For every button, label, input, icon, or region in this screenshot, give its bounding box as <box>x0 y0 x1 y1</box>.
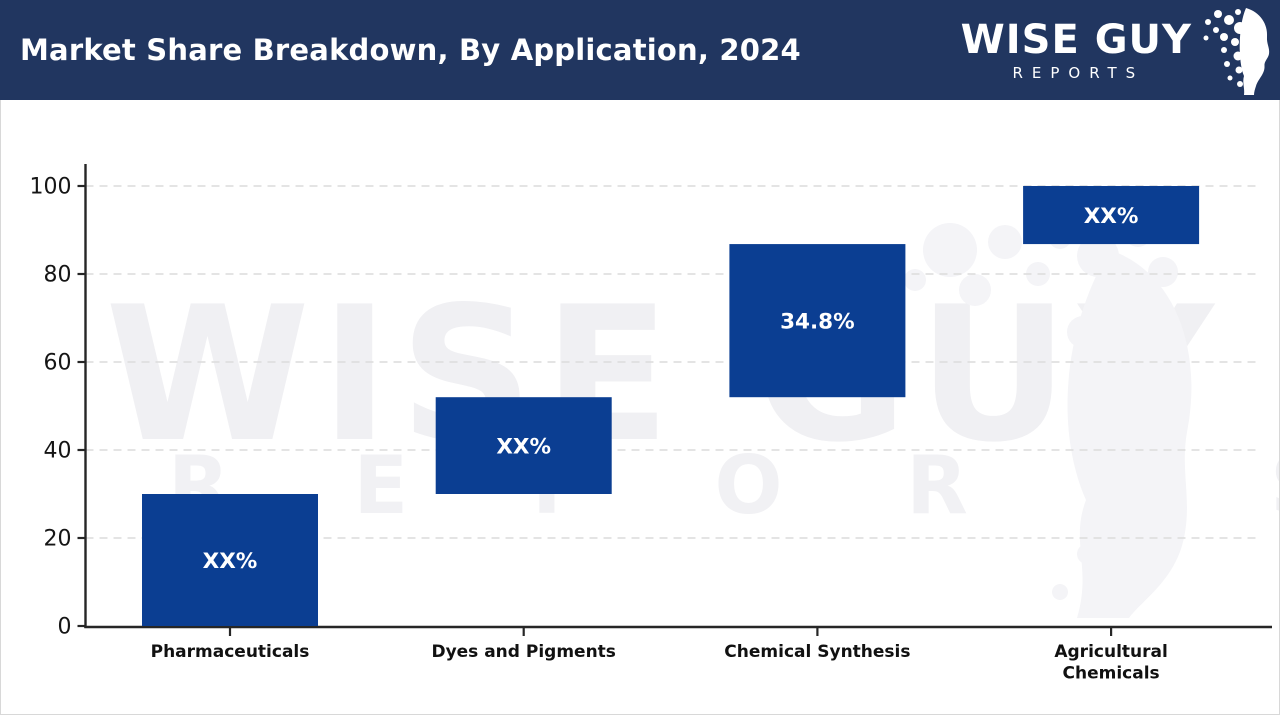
x-category-label-line: Chemical Synthesis <box>724 642 910 662</box>
bar-dyes-and-pigments <box>435 397 612 494</box>
x-category-label: Pharmaceuticals <box>151 642 310 662</box>
y-tick-label: 0 <box>58 615 72 640</box>
header-bar: Market Share Breakdown, By Application, … <box>0 0 1280 100</box>
watermark-head-graphic <box>904 221 1192 618</box>
brand-wordmark: WISE GUY REPORTS <box>961 20 1192 81</box>
x-category-label: Agricultural Chemicals <box>1054 642 1167 684</box>
bar-value-label: 34.8% <box>780 310 855 335</box>
bar-pharmaceuticals <box>142 494 318 626</box>
wiseguy-head-logo-icon <box>1203 8 1270 95</box>
y-tick-label: 80 <box>44 263 72 288</box>
brand-subtitle: REPORTS <box>1012 63 1145 82</box>
bar-value-label: XX% <box>1084 204 1139 229</box>
watermark-text-line1: WISE GUY <box>105 266 1224 483</box>
y-tick-label: 60 <box>44 351 72 376</box>
y-tick-label: 40 <box>44 439 72 464</box>
bar-value-label: XX% <box>496 435 551 460</box>
brand-logo: WISE GUY REPORTS <box>961 0 1272 100</box>
page-title: Market Share Breakdown, By Application, … <box>20 33 801 67</box>
bar-value-label: XX% <box>203 549 258 574</box>
x-category-label-line: Pharmaceuticals <box>151 642 310 662</box>
x-category-label-line: Agricultural <box>1054 642 1167 662</box>
x-category-label: Chemical Synthesis <box>724 642 910 662</box>
brand-name: WISE GUY <box>960 16 1192 63</box>
x-category-label-line: Dyes and Pigments <box>431 642 615 662</box>
y-tick-label: 100 <box>30 175 72 200</box>
bar-chemical-synthesis <box>729 244 906 398</box>
y-tick-label: 20 <box>44 527 72 552</box>
x-category-label-line: Chemicals <box>1063 664 1160 684</box>
bar-agricultural-chemicals <box>1023 186 1200 245</box>
x-category-label: Dyes and Pigments <box>431 642 615 662</box>
